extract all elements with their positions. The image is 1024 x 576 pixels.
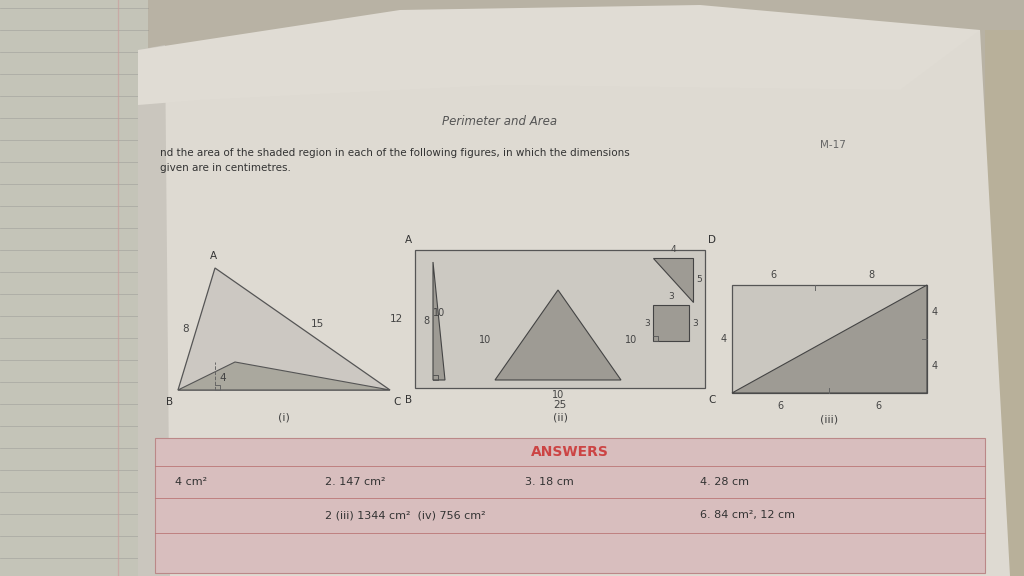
Text: given are in centimetres.: given are in centimetres. [160, 163, 291, 173]
Text: 3: 3 [668, 292, 674, 301]
Polygon shape [178, 362, 390, 390]
Text: 2. 147 cm²: 2. 147 cm² [325, 477, 385, 487]
Bar [653, 305, 689, 341]
Text: 3: 3 [644, 319, 650, 328]
Text: ANSWERS: ANSWERS [531, 445, 609, 459]
Text: 8: 8 [868, 270, 874, 280]
Text: 2 (iii) 1344 cm²  (iv) 756 cm²: 2 (iii) 1344 cm² (iv) 756 cm² [325, 510, 485, 520]
Bar [0, 0, 148, 576]
Text: 10: 10 [625, 335, 637, 345]
Text: 15: 15 [310, 319, 324, 329]
Text: (i): (i) [279, 412, 290, 422]
Text: 3. 18 cm: 3. 18 cm [525, 477, 573, 487]
Text: 4: 4 [932, 307, 938, 317]
Text: nd the area of the shaded region in each of the following figures, in which the : nd the area of the shaded region in each… [160, 148, 630, 158]
Text: 4: 4 [219, 373, 225, 383]
Text: 4. 28 cm: 4. 28 cm [700, 477, 749, 487]
Bar [732, 285, 927, 393]
Text: D: D [708, 235, 716, 245]
Polygon shape [732, 285, 927, 393]
Text: 6: 6 [777, 401, 783, 411]
Text: 12: 12 [390, 314, 403, 324]
Text: A: A [210, 251, 216, 261]
Polygon shape [138, 5, 980, 105]
Text: 8: 8 [182, 324, 188, 334]
Bar [415, 250, 705, 388]
Bar [985, 30, 1024, 576]
Text: A: A [404, 235, 412, 245]
Text: 10: 10 [433, 308, 445, 318]
Text: 4: 4 [932, 361, 938, 371]
Polygon shape [178, 268, 390, 390]
Text: 25: 25 [553, 400, 566, 410]
Polygon shape [138, 30, 1010, 576]
Text: 5: 5 [696, 275, 701, 285]
Text: 4: 4 [670, 245, 676, 254]
Text: 6: 6 [770, 270, 776, 280]
Text: 4 cm²: 4 cm² [175, 477, 207, 487]
Bar [155, 438, 985, 573]
Text: 6: 6 [874, 401, 881, 411]
Text: 6. 84 cm², 12 cm: 6. 84 cm², 12 cm [700, 510, 795, 520]
Text: 10: 10 [479, 335, 490, 345]
Polygon shape [495, 290, 621, 380]
Text: 8: 8 [423, 316, 429, 326]
Text: B: B [404, 395, 412, 405]
Polygon shape [653, 258, 693, 302]
Text: 4: 4 [721, 334, 727, 344]
Text: C: C [708, 395, 716, 405]
Text: (ii): (ii) [553, 413, 567, 423]
Text: Perimeter and Area: Perimeter and Area [442, 115, 557, 128]
Text: C: C [393, 397, 400, 407]
Polygon shape [138, 45, 170, 576]
Text: 3: 3 [692, 319, 697, 328]
Text: (iii): (iii) [820, 415, 839, 425]
Text: 10: 10 [552, 390, 564, 400]
Text: B: B [166, 397, 173, 407]
Text: M-17: M-17 [820, 140, 846, 150]
Polygon shape [433, 262, 445, 380]
